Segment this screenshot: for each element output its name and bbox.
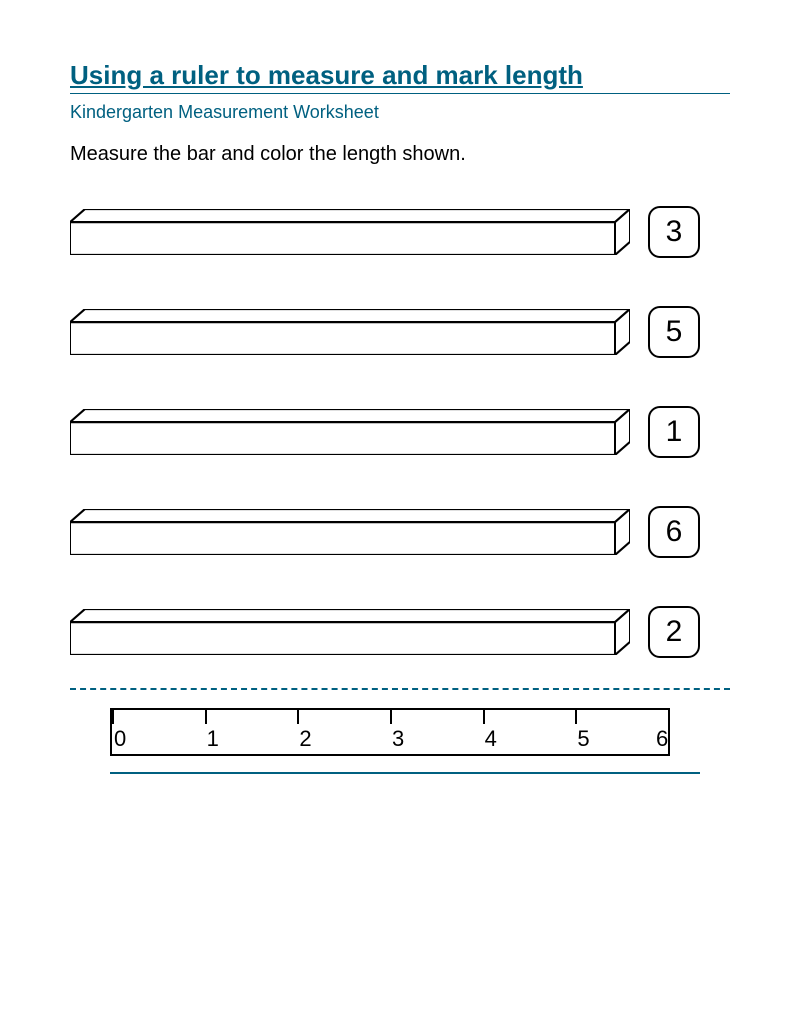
- title-underline: [70, 93, 730, 94]
- bar-icon: [70, 309, 630, 355]
- cutout-divider: [70, 688, 730, 690]
- length-value: 1: [666, 415, 683, 449]
- bar-row: 5: [70, 306, 730, 358]
- bar-row: 2: [70, 606, 730, 658]
- length-value-box: 6: [648, 506, 700, 558]
- ruler: 0 1 2 3 4 5 6: [110, 708, 670, 756]
- bar-rows: 3 5 1 6 2: [70, 206, 730, 658]
- ruler-tick-label: 3: [392, 726, 404, 752]
- ruler-tick-label: 1: [207, 726, 219, 752]
- ruler-tick: [390, 710, 392, 724]
- length-value-box: 2: [648, 606, 700, 658]
- bar-row: 1: [70, 406, 730, 458]
- bar-row: 6: [70, 506, 730, 558]
- page-subtitle: Kindergarten Measurement Worksheet: [70, 102, 730, 123]
- length-value: 5: [666, 315, 683, 349]
- bar-row: 3: [70, 206, 730, 258]
- ruler-tick: [112, 710, 114, 724]
- length-value-box: 5: [648, 306, 700, 358]
- ruler-tick: [297, 710, 299, 724]
- ruler-tick-label: 0: [114, 726, 126, 752]
- ruler-tick-label: 2: [299, 726, 311, 752]
- ruler-tick: [483, 710, 485, 724]
- bar-icon: [70, 409, 630, 455]
- length-value-box: 3: [648, 206, 700, 258]
- bar-icon: [70, 509, 630, 555]
- bar-icon: [70, 209, 630, 255]
- ruler-tick-label: 6: [656, 726, 668, 752]
- footer-line: [110, 772, 700, 774]
- instruction-text: Measure the bar and color the length sho…: [70, 143, 730, 166]
- length-value: 2: [666, 615, 683, 649]
- ruler-tick-label: 5: [577, 726, 589, 752]
- length-value: 6: [666, 515, 683, 549]
- ruler-tick-label: 4: [485, 726, 497, 752]
- ruler-tick: [205, 710, 207, 724]
- ruler-tick: [575, 710, 577, 724]
- page-title: Using a ruler to measure and mark length: [70, 60, 730, 91]
- bar-icon: [70, 609, 630, 655]
- worksheet-page: Using a ruler to measure and mark length…: [0, 0, 790, 794]
- ruler-section: 0 1 2 3 4 5 6: [70, 708, 730, 774]
- ruler-tick: [668, 710, 670, 724]
- length-value-box: 1: [648, 406, 700, 458]
- length-value: 3: [666, 215, 683, 249]
